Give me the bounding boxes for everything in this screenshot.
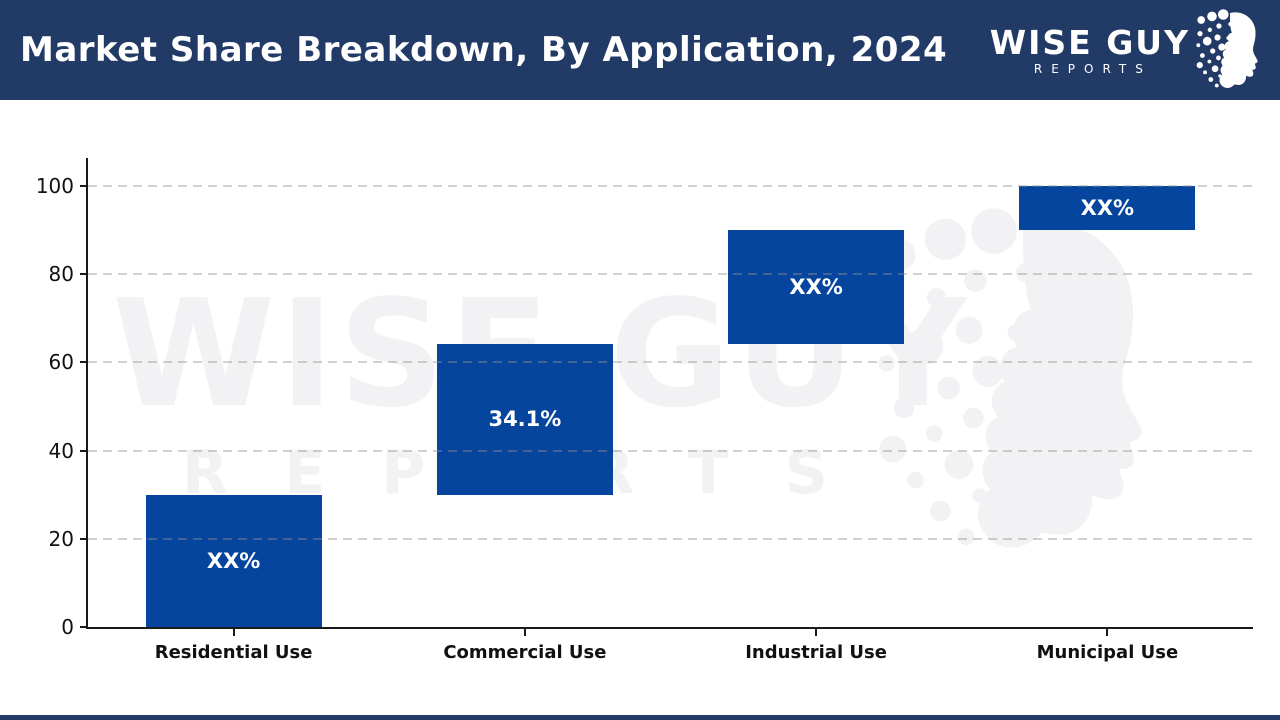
bar-industrial-use: XX% — [728, 230, 905, 345]
bar-commercial-use: 34.1% — [436, 344, 613, 495]
y-tick-mark — [80, 449, 88, 452]
x-tick-mark — [232, 629, 235, 636]
footer-bar — [0, 715, 1280, 720]
page-title: Market Share Breakdown, By Application, … — [20, 30, 948, 70]
gridline-60 — [88, 361, 1253, 364]
bar-value-label: XX% — [206, 548, 261, 573]
chart-area: WISE GUY REPORTS XX%Residential Use34.1%… — [0, 100, 1280, 715]
x-tick-mark — [1106, 629, 1109, 636]
brand-subname: REPORTS — [1033, 61, 1152, 76]
x-category-label: Residential Use — [154, 642, 313, 663]
bar-value-label: XX% — [1080, 196, 1135, 221]
gridline-80 — [88, 273, 1253, 276]
x-category-label: Commercial Use — [443, 642, 607, 663]
header-bar: Market Share Breakdown, By Application, … — [0, 0, 1280, 100]
y-tick-label: 80 — [48, 262, 74, 287]
gridline-100 — [88, 185, 1253, 187]
x-tick-mark — [523, 629, 526, 636]
gridline-40 — [88, 449, 1253, 452]
brand-name: WISE GUY — [989, 22, 1190, 62]
y-tick-mark — [80, 537, 88, 540]
x-category-label: Industrial Use — [745, 642, 887, 663]
x-category-label: Municipal Use — [1036, 642, 1179, 663]
x-tick-mark — [815, 629, 818, 636]
bar-value-label: XX% — [789, 275, 843, 300]
gridline-20 — [88, 537, 1253, 540]
dotted-head-profile-icon — [1196, 9, 1258, 88]
y-tick-mark — [80, 185, 88, 187]
x-axis-line — [86, 627, 1253, 629]
brand-logo: WISE GUY REPORTS — [990, 8, 1266, 92]
bar-value-label: 34.1% — [488, 407, 562, 432]
dotted-head-profile-watermark — [878, 208, 1142, 548]
y-tick-label: 60 — [48, 350, 74, 375]
y-axis-line — [86, 158, 88, 629]
y-tick-label: 0 — [61, 615, 74, 639]
y-tick-mark — [80, 273, 88, 276]
brand-logo-text: WISE GUY REPORTS — [990, 26, 1190, 75]
y-tick-label: 100 — [35, 174, 74, 198]
y-tick-mark — [80, 361, 88, 364]
y-tick-mark — [80, 626, 88, 628]
y-tick-label: 40 — [48, 438, 74, 463]
bar-residential-use: XX% — [145, 494, 322, 627]
bar-municipal-use: XX% — [1019, 186, 1196, 231]
y-tick-label: 20 — [48, 526, 74, 551]
